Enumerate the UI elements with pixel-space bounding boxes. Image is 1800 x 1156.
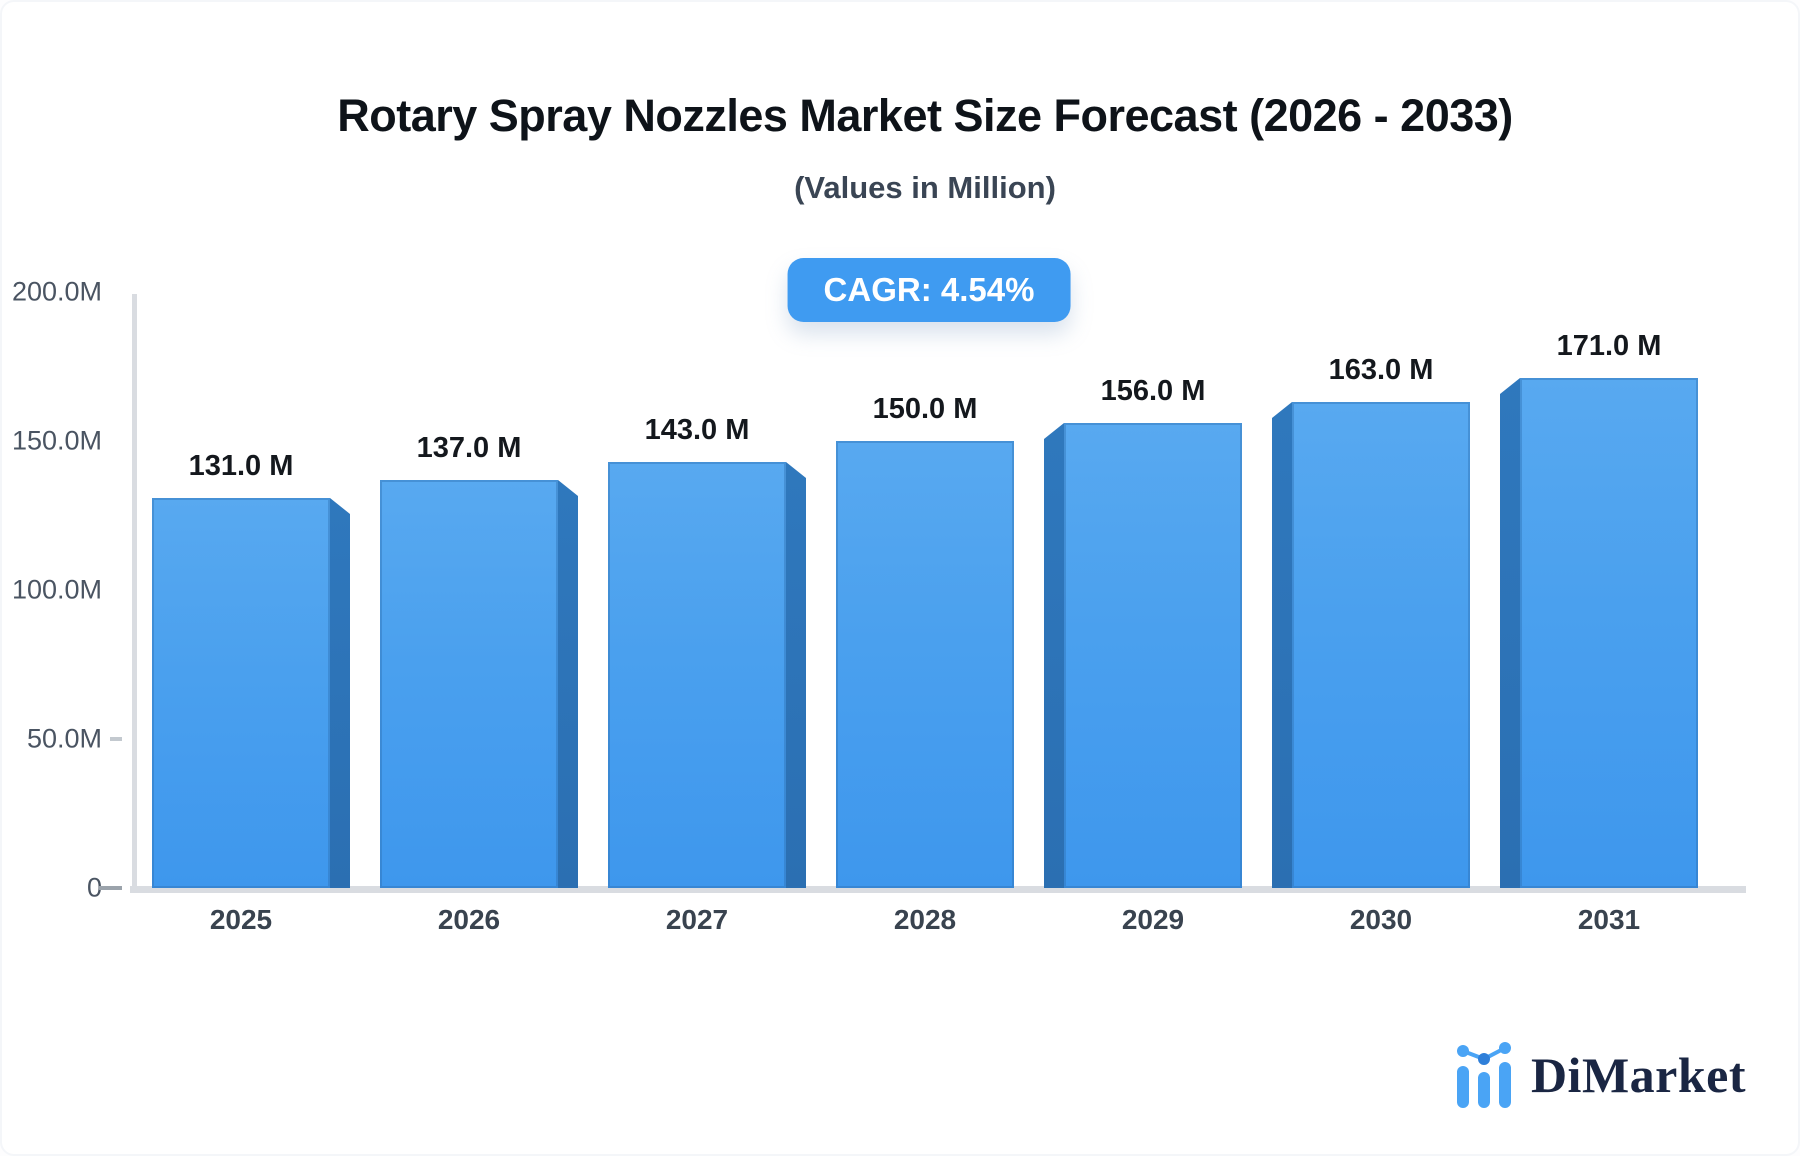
bar-2030[interactable] — [1292, 402, 1470, 888]
bar-line-chart-icon — [1456, 1042, 1511, 1108]
bar-value-label: 171.0 M — [1556, 330, 1662, 362]
y-tick-label: 0 — [86, 872, 102, 903]
x-tick-label: 2031 — [1577, 904, 1641, 935]
bar-value-label: 143.0 M — [644, 414, 750, 446]
bar-side-shade — [558, 480, 578, 888]
bar-2025[interactable] — [152, 498, 330, 888]
bar-side-shade — [1500, 378, 1520, 888]
x-tick-label: 2029 — [1121, 904, 1185, 935]
x-axis-line — [130, 886, 1746, 893]
dimarket-logo[interactable]: DiMarket — [1456, 1042, 1746, 1108]
x-tick-label: 2026 — [437, 904, 501, 935]
bar-side-shade — [786, 462, 806, 888]
x-tick-label: 2027 — [665, 904, 729, 935]
bar-side-shade — [1272, 402, 1292, 888]
x-tick-label: 2025 — [209, 904, 273, 935]
bar-value-label: 150.0 M — [872, 393, 978, 425]
y-tick-label: 150.0M — [11, 425, 102, 456]
chart-subtitle: (Values in Million) — [794, 170, 1056, 205]
bar-value-label: 137.0 M — [416, 432, 522, 464]
y-tick-label: 50.0M — [26, 723, 102, 754]
bar-2031[interactable] — [1520, 378, 1698, 888]
bar-value-label: 163.0 M — [1328, 354, 1434, 386]
bar-2028[interactable] — [836, 441, 1014, 888]
bar-2026[interactable] — [380, 480, 558, 888]
y-tick-label: 200.0M — [11, 276, 102, 307]
bar-2029[interactable] — [1064, 423, 1242, 888]
bar-2027[interactable] — [608, 462, 786, 888]
y-tick-mark — [99, 886, 122, 890]
y-tick-mark — [110, 737, 122, 741]
logo-text: DiMarket — [1530, 1047, 1746, 1103]
bar-value-label: 131.0 M — [188, 450, 294, 482]
x-tick-label: 2030 — [1349, 904, 1413, 935]
chart-title: Rotary Spray Nozzles Market Size Forecas… — [337, 90, 1513, 141]
x-tick-label: 2028 — [893, 904, 957, 935]
bar-side-shade — [1044, 423, 1064, 888]
cagr-badge: CAGR: 4.54% — [787, 258, 1071, 322]
y-tick-label: 100.0M — [11, 574, 102, 605]
bar-side-shade — [330, 498, 350, 888]
y-axis-line — [132, 294, 137, 889]
bar-value-label: 156.0 M — [1100, 375, 1206, 407]
